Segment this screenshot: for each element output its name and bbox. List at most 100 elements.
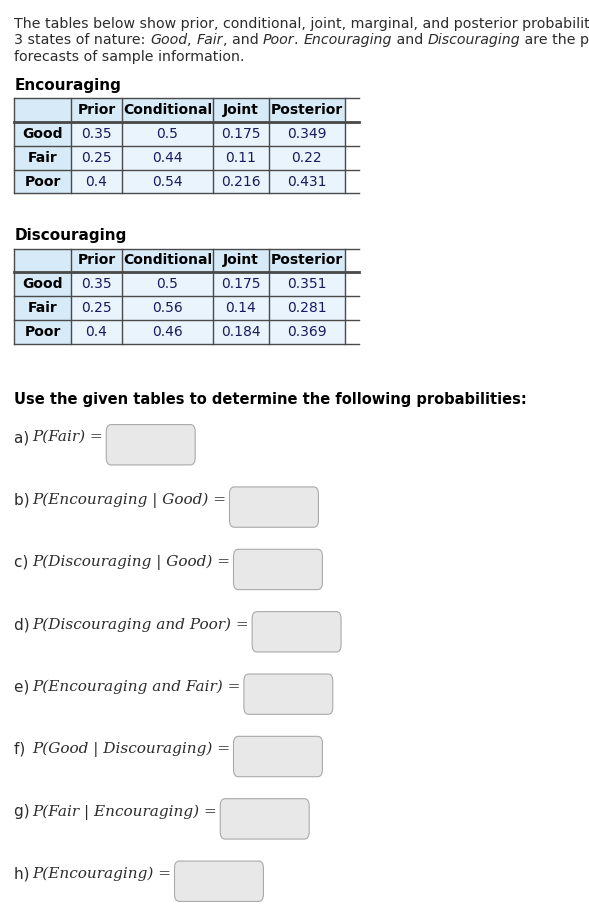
- Text: Fair: Fair: [28, 150, 58, 165]
- Text: Good: Good: [150, 33, 187, 47]
- Text: P(Fair | Encouraging) =: P(Fair | Encouraging) =: [32, 804, 222, 820]
- Text: Prior: Prior: [77, 103, 115, 117]
- Text: forecasts of sample information.: forecasts of sample information.: [14, 50, 244, 63]
- Bar: [122, 249, 213, 272]
- Text: 0.184: 0.184: [221, 325, 261, 339]
- Text: P(Encouraging | Good) =: P(Encouraging | Good) =: [32, 492, 231, 508]
- Text: c): c): [14, 555, 34, 569]
- Text: P(Encouraging) =: P(Encouraging) =: [32, 867, 176, 881]
- Bar: [122, 296, 213, 320]
- Text: Fair: Fair: [28, 301, 58, 315]
- Text: 0.431: 0.431: [287, 174, 326, 189]
- Text: P(Encouraging and Fair) =: P(Encouraging and Fair) =: [32, 679, 246, 694]
- Text: Joint: Joint: [223, 103, 259, 117]
- Text: are the possible: are the possible: [521, 33, 589, 47]
- FancyBboxPatch shape: [244, 674, 333, 714]
- Bar: [213, 249, 269, 272]
- FancyBboxPatch shape: [106, 425, 195, 465]
- Text: 0.281: 0.281: [287, 301, 326, 315]
- Bar: [269, 296, 345, 320]
- Text: , and: , and: [223, 33, 263, 47]
- Text: Conditional: Conditional: [123, 103, 212, 117]
- Text: ,: ,: [187, 33, 196, 47]
- Bar: [71, 146, 122, 170]
- Bar: [71, 296, 122, 320]
- Text: The tables below show prior, conditional, joint, marginal, and posterior probabi: The tables below show prior, conditional…: [14, 17, 589, 30]
- Bar: [269, 122, 345, 146]
- Text: f): f): [14, 742, 30, 757]
- Text: 0.5: 0.5: [157, 277, 178, 292]
- Bar: [71, 98, 122, 122]
- Bar: [14, 98, 71, 122]
- FancyBboxPatch shape: [252, 612, 341, 652]
- Bar: [213, 146, 269, 170]
- FancyBboxPatch shape: [233, 549, 322, 590]
- Bar: [71, 170, 122, 193]
- FancyBboxPatch shape: [220, 799, 309, 839]
- Text: Poor: Poor: [24, 325, 61, 339]
- Bar: [269, 98, 345, 122]
- Text: d): d): [14, 617, 35, 632]
- Bar: [269, 320, 345, 344]
- FancyBboxPatch shape: [230, 487, 319, 527]
- Bar: [14, 296, 71, 320]
- Text: 0.5: 0.5: [157, 127, 178, 141]
- Text: a): a): [14, 430, 34, 445]
- Text: 3 states of nature:: 3 states of nature:: [14, 33, 150, 47]
- Text: Prior: Prior: [77, 253, 115, 268]
- Bar: [14, 320, 71, 344]
- Text: Poor: Poor: [263, 33, 294, 47]
- Text: 0.25: 0.25: [81, 150, 112, 165]
- Bar: [213, 272, 269, 296]
- Bar: [71, 122, 122, 146]
- Text: Encouraging: Encouraging: [14, 78, 121, 93]
- Text: .: .: [294, 33, 303, 47]
- Bar: [14, 272, 71, 296]
- Bar: [213, 122, 269, 146]
- Text: 0.369: 0.369: [287, 325, 326, 339]
- FancyBboxPatch shape: [233, 736, 322, 777]
- Text: Poor: Poor: [24, 174, 61, 189]
- Text: Use the given tables to determine the following probabilities:: Use the given tables to determine the fo…: [14, 392, 527, 406]
- Bar: [71, 272, 122, 296]
- Text: Encouraging: Encouraging: [303, 33, 392, 47]
- Bar: [71, 249, 122, 272]
- Bar: [269, 170, 345, 193]
- Text: P(Good | Discouraging) =: P(Good | Discouraging) =: [32, 742, 235, 757]
- Text: Posterior: Posterior: [270, 103, 343, 117]
- Text: b): b): [14, 492, 35, 507]
- Bar: [122, 170, 213, 193]
- Bar: [269, 146, 345, 170]
- Text: and: and: [392, 33, 428, 47]
- Text: Conditional: Conditional: [123, 253, 212, 268]
- Bar: [269, 272, 345, 296]
- Text: e): e): [14, 679, 34, 694]
- Bar: [269, 249, 345, 272]
- FancyBboxPatch shape: [174, 861, 263, 901]
- Text: 0.35: 0.35: [81, 277, 112, 292]
- Text: P(Fair) =: P(Fair) =: [32, 430, 108, 444]
- Text: Discouraging: Discouraging: [14, 228, 127, 243]
- Bar: [14, 170, 71, 193]
- Text: h): h): [14, 867, 35, 881]
- Bar: [14, 249, 71, 272]
- Text: 0.56: 0.56: [152, 301, 183, 315]
- Bar: [122, 320, 213, 344]
- Bar: [71, 320, 122, 344]
- Text: 0.25: 0.25: [81, 301, 112, 315]
- Bar: [122, 122, 213, 146]
- Bar: [213, 296, 269, 320]
- Text: P(Discouraging and Poor) =: P(Discouraging and Poor) =: [32, 617, 254, 632]
- Text: 0.4: 0.4: [85, 174, 107, 189]
- Text: 0.4: 0.4: [85, 325, 107, 339]
- Bar: [14, 122, 71, 146]
- Text: 0.11: 0.11: [226, 150, 256, 165]
- Text: 0.35: 0.35: [81, 127, 112, 141]
- Text: Joint: Joint: [223, 253, 259, 268]
- Text: Good: Good: [22, 277, 63, 292]
- Text: 0.44: 0.44: [152, 150, 183, 165]
- Bar: [213, 170, 269, 193]
- Text: Posterior: Posterior: [270, 253, 343, 268]
- Bar: [122, 272, 213, 296]
- Text: 0.175: 0.175: [221, 127, 260, 141]
